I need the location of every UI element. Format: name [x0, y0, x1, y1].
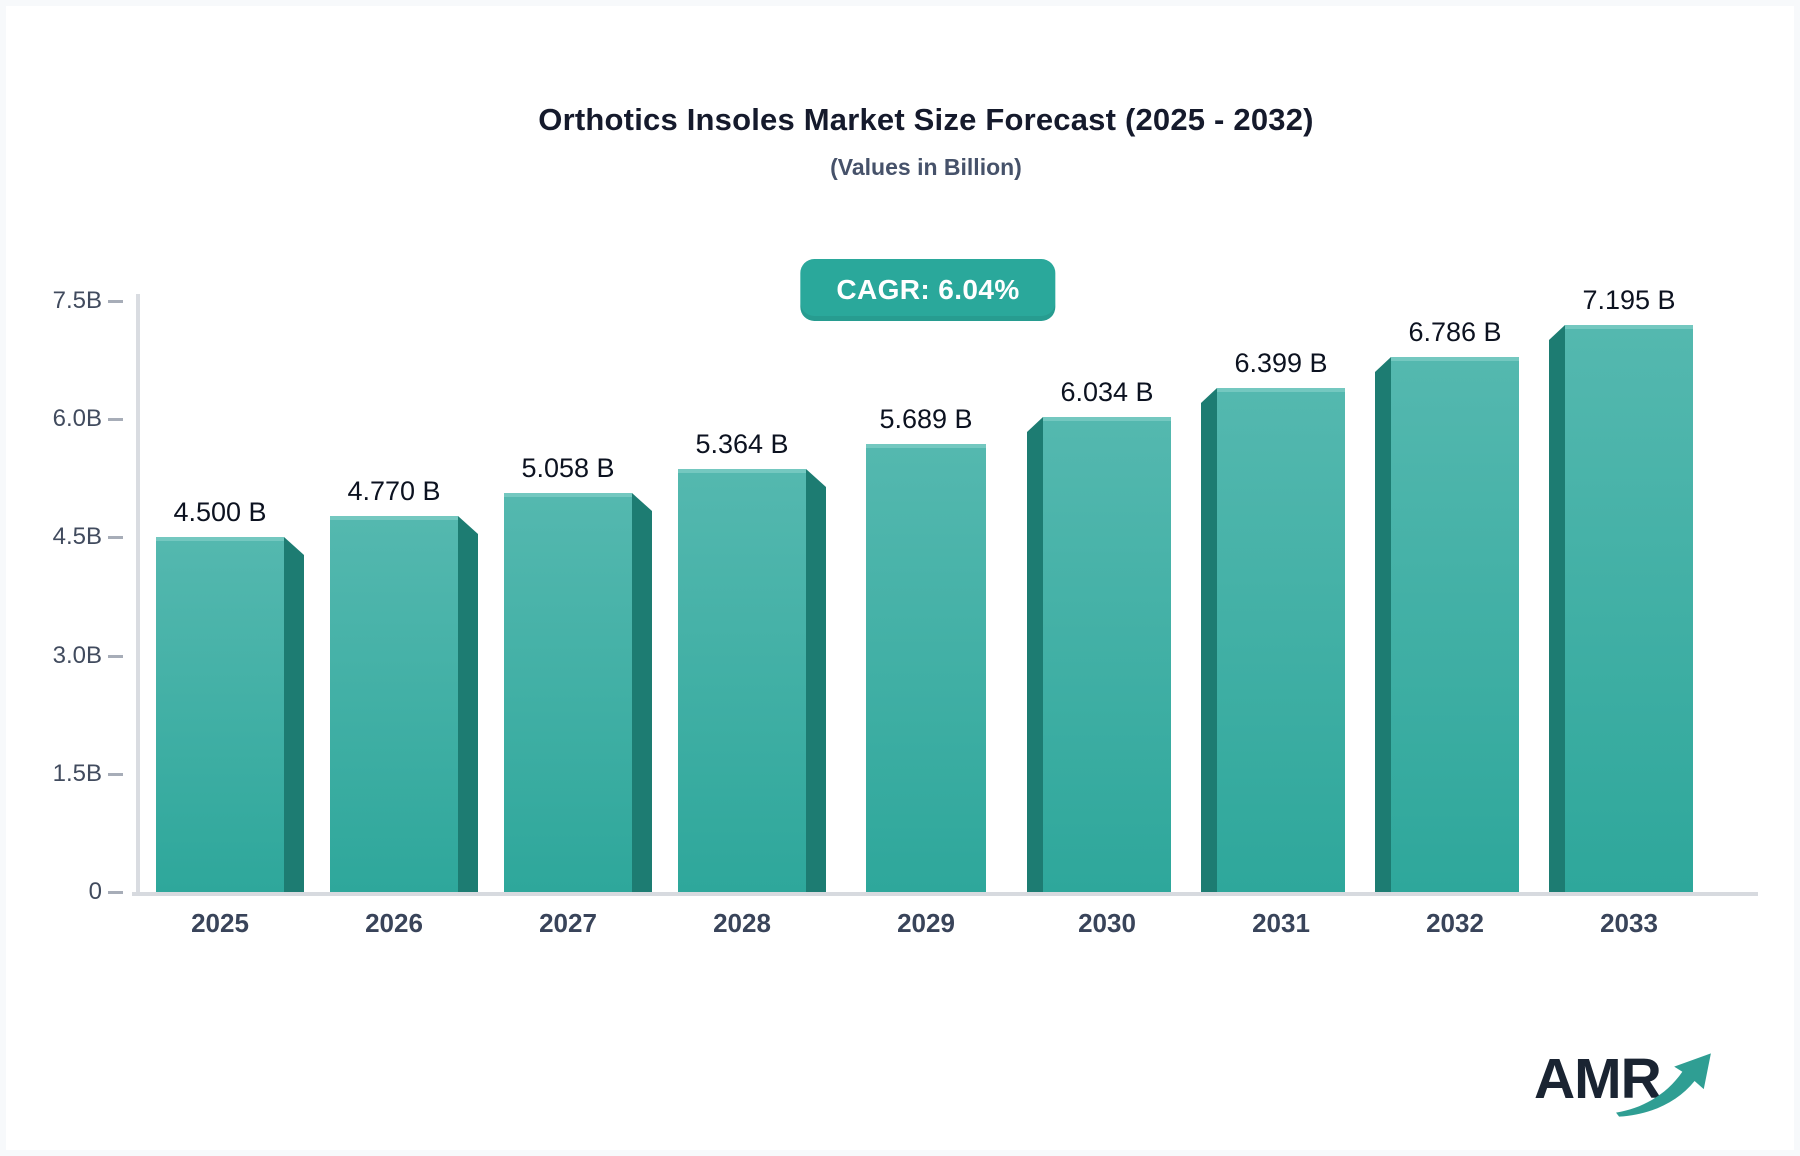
bar-2026: 4.770 B 2026 — [330, 476, 478, 938]
chart-title: Orthotics Insoles Market Size Forecast (… — [538, 102, 1314, 137]
bar-value-label: 5.364 B — [695, 429, 789, 459]
y-axis-line — [136, 294, 140, 896]
bar-value-label: 5.689 B — [879, 404, 973, 434]
bar-value-label: 4.770 B — [347, 476, 441, 506]
x-tick-label: 2025 — [191, 908, 249, 938]
bar-2025: 4.500 B 2025 — [156, 497, 304, 938]
growth-arrow-icon — [1616, 1053, 1711, 1117]
bar-value-label: 6.034 B — [1060, 377, 1154, 407]
bar-side-face — [806, 469, 826, 892]
bar-2030: 6.034 B 2030 — [1027, 377, 1175, 938]
y-tick-label: 0 — [88, 878, 102, 905]
bar-side-face — [1549, 325, 1565, 892]
y-tick-label: 7.5B — [52, 287, 102, 314]
bar-value-label: 5.058 B — [521, 453, 615, 483]
bar-2029: 5.689 B 2029 — [852, 404, 1000, 938]
y-tick-label: 1.5B — [52, 759, 102, 787]
y-tick-label: 6.0B — [52, 405, 102, 433]
y-tick-dash — [108, 654, 123, 658]
bar-side-face — [1375, 357, 1391, 892]
x-tick-label: 2029 — [897, 908, 955, 938]
amr-logo: AMR — [1534, 1038, 1744, 1128]
bar-value-label: 4.500 B — [173, 497, 267, 527]
x-tick-label: 2032 — [1426, 908, 1484, 938]
y-tick-dash — [108, 300, 123, 303]
y-tick-dash — [108, 418, 123, 422]
bar-side-face — [632, 493, 652, 892]
x-tick-label: 2027 — [539, 908, 597, 938]
bar-front-face — [1043, 417, 1171, 892]
y-tick-dash — [108, 891, 123, 894]
bar-front-face — [1217, 388, 1345, 892]
x-tick-label: 2033 — [1600, 908, 1658, 938]
x-tick-label: 2028 — [713, 908, 771, 938]
bar-front-face — [504, 493, 632, 892]
x-tick-label: 2026 — [365, 908, 423, 938]
chart-card: Orthotics Insoles Market Size Forecast (… — [6, 6, 1794, 1150]
y-tick-label: 4.5B — [52, 523, 102, 551]
bar-2032: 6.786 B 2032 — [1375, 317, 1523, 938]
bar-2027: 5.058 B 2027 — [504, 453, 652, 938]
logo-text: AMR — [1534, 1047, 1662, 1111]
bar-side-face — [458, 516, 478, 892]
bar-front-face — [1565, 325, 1693, 892]
x-tick-label: 2031 — [1252, 908, 1310, 938]
bar-2033: 7.195 B 2033 — [1549, 285, 1697, 938]
x-tick-label: 2030 — [1078, 908, 1136, 938]
bar-value-label: 6.786 B — [1408, 317, 1502, 347]
bar-front-face — [156, 537, 284, 892]
bar-2028: 5.364 B 2028 — [678, 429, 826, 938]
bar-front-face — [866, 444, 986, 892]
y-tick-dash — [108, 772, 123, 776]
bar-front-face — [678, 469, 806, 892]
bar-side-face — [1027, 417, 1043, 892]
bar-front-face — [1391, 357, 1519, 892]
bar-2031: 6.399 B 2031 — [1201, 348, 1349, 938]
bar-side-face — [284, 537, 304, 892]
y-tick-dash — [108, 536, 123, 540]
cagr-badge: CAGR: 6.04% — [800, 259, 1056, 321]
chart-subtitle: (Values in Billion) — [830, 154, 1022, 180]
bar-side-face — [1201, 388, 1217, 892]
bar-value-label: 7.195 B — [1582, 285, 1676, 315]
bar-value-label: 6.399 B — [1234, 348, 1328, 378]
y-tick-label: 3.0B — [52, 641, 102, 669]
x-axis-line — [132, 892, 1758, 896]
bar-front-face — [330, 516, 458, 892]
